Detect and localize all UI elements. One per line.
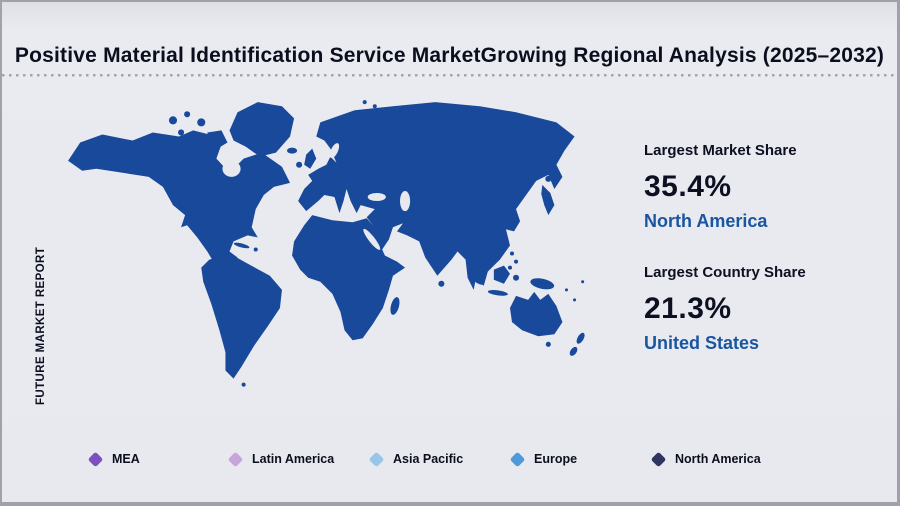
- world-map: [60, 92, 625, 410]
- legend-label: Europe: [534, 452, 578, 466]
- legend-item-asia-pacific: Asia Pacific: [368, 448, 464, 470]
- legend-label: Asia Pacific: [393, 452, 464, 466]
- stat-market-share-region: North America: [644, 211, 768, 231]
- title-market-name: Positive Material Identification Service…: [14, 44, 481, 67]
- legend: MEA Latin America Asia Pacific Europe No…: [2, 448, 897, 470]
- stat-country-share-label: Largest Country Share: [644, 264, 806, 281]
- legend-swatch-diamond-icon: [368, 451, 385, 467]
- legend-label: Latin America: [252, 452, 335, 466]
- legend-swatch-diamond-icon: [650, 451, 667, 467]
- stat-country-share-value: 21.3%: [644, 292, 732, 325]
- legend-item-europe: Europe: [509, 448, 578, 470]
- legend-swatch-diamond-icon: [227, 451, 244, 467]
- legend-swatch-diamond-icon: [509, 451, 526, 467]
- legend-item-mea: MEA: [87, 448, 140, 470]
- world-map-svg: [68, 100, 585, 387]
- stat-country-share-region: United States: [644, 333, 760, 353]
- legend-item-north-america: North America: [650, 448, 761, 470]
- title-analysis-suffix: Growing Regional Analysis (2025–2032): [480, 44, 885, 67]
- legend-label: North America: [675, 452, 761, 466]
- brand-vertical-label: FUTURE MARKET REPORT: [35, 246, 47, 405]
- stat-market-share-value: 35.4%: [644, 170, 732, 203]
- world-map-seas: [222, 143, 411, 250]
- stat-country-share: Largest Country Share 21.3% United State…: [644, 264, 889, 354]
- stat-market-share: Largest Market Share 35.4% North America: [644, 142, 889, 232]
- stat-market-share-label: Largest Market Share: [644, 142, 797, 159]
- legend-label: MEA: [112, 452, 140, 466]
- legend-item-latin-america: Latin America: [227, 448, 335, 470]
- page-title: Positive Material Identification Service…: [2, 44, 897, 68]
- legend-swatch-diamond-icon: [87, 451, 104, 467]
- world-map-landmass: [68, 100, 585, 387]
- dotted-divider: [2, 74, 897, 77]
